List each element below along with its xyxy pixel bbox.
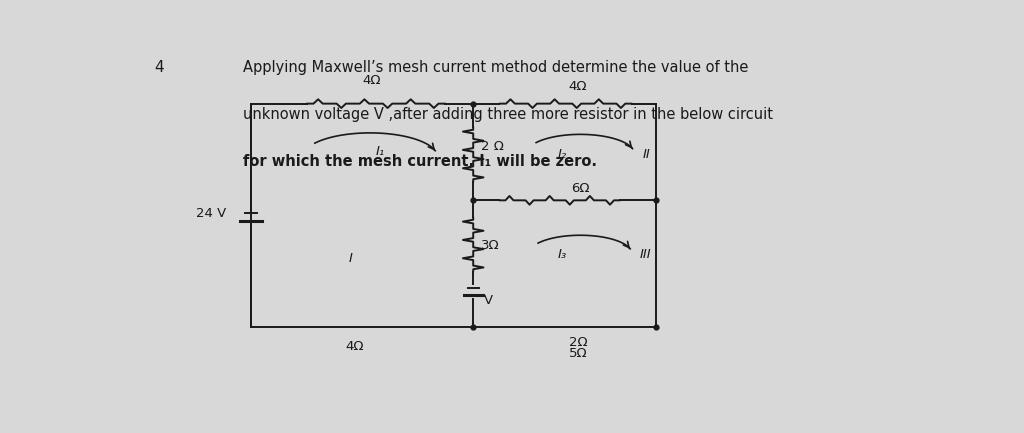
Text: V: V [483,294,493,307]
Text: for which the mesh current, I₁ will be zero.: for which the mesh current, I₁ will be z… [243,154,597,168]
Text: unknown voltage V ,after adding three more resistor in the below circuit: unknown voltage V ,after adding three mo… [243,107,773,122]
Text: 3Ω: 3Ω [481,239,500,252]
Text: I₃: I₃ [557,248,566,261]
Text: Applying Maxwell’s mesh current method determine the value of the: Applying Maxwell’s mesh current method d… [243,60,749,75]
Text: I₁: I₁ [376,145,385,158]
Text: 24 V: 24 V [197,207,226,220]
Text: 4Ω: 4Ω [362,74,381,87]
Text: 2 Ω: 2 Ω [481,140,504,153]
Text: I: I [348,252,352,265]
Text: 6Ω: 6Ω [570,182,590,195]
Text: 4: 4 [155,60,164,75]
Text: I₂: I₂ [557,148,566,161]
Text: 2Ω: 2Ω [569,336,588,349]
Text: 4Ω: 4Ω [568,80,587,93]
Text: 4Ω: 4Ω [345,340,364,353]
Text: 5Ω: 5Ω [569,347,588,360]
Text: II: II [642,148,650,161]
Text: III: III [640,248,651,261]
